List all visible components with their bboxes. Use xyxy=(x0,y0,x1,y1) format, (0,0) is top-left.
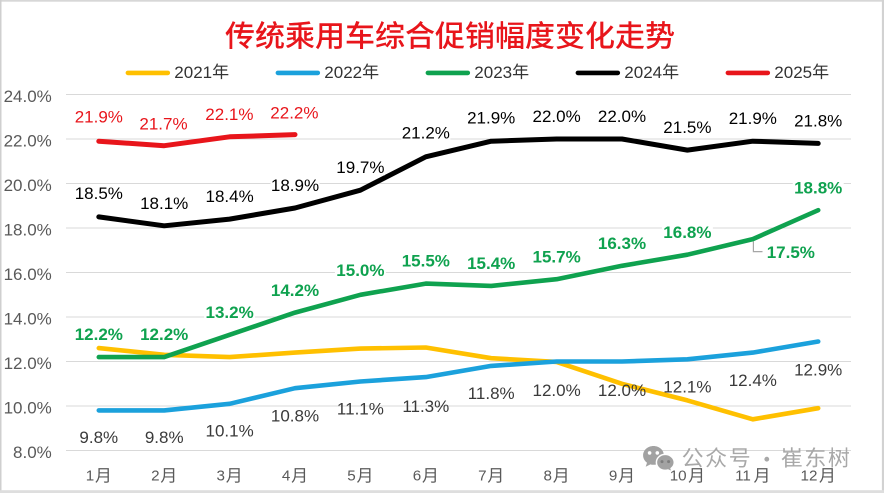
svg-text:22.1%: 22.1% xyxy=(205,105,253,124)
svg-text:14.2%: 14.2% xyxy=(271,281,319,300)
svg-text:22.0%: 22.0% xyxy=(598,107,646,126)
svg-text:12.9%: 12.9% xyxy=(794,361,842,380)
svg-text:11.8%: 11.8% xyxy=(468,384,515,403)
svg-text:15.7%: 15.7% xyxy=(532,247,580,266)
svg-text:2: 2 xyxy=(151,468,159,485)
svg-text:12.2%: 12.2% xyxy=(75,325,123,344)
svg-text:9: 9 xyxy=(609,468,617,485)
svg-text:10.8%: 10.8% xyxy=(271,407,319,426)
svg-text:16.0%: 16.0% xyxy=(4,265,52,284)
svg-text:8: 8 xyxy=(544,468,552,485)
svg-text:11.1%: 11.1% xyxy=(337,400,384,419)
svg-text:4: 4 xyxy=(282,468,290,485)
svg-text:14.0%: 14.0% xyxy=(4,309,52,328)
svg-text:2021: 2021 xyxy=(174,63,212,82)
svg-text:3: 3 xyxy=(217,468,225,485)
svg-text:21.7%: 21.7% xyxy=(139,115,187,134)
svg-text:10.1%: 10.1% xyxy=(205,422,253,441)
svg-text:7: 7 xyxy=(478,468,486,485)
svg-text:16.3%: 16.3% xyxy=(598,234,646,253)
svg-text:12.0%: 12.0% xyxy=(598,381,646,400)
svg-text:12.4%: 12.4% xyxy=(729,371,777,390)
svg-text:8.0%: 8.0% xyxy=(13,443,52,462)
svg-text:18.5%: 18.5% xyxy=(75,184,123,203)
svg-text:20.0%: 20.0% xyxy=(4,176,52,195)
svg-text:13.2%: 13.2% xyxy=(205,303,253,322)
svg-text:17.5%: 17.5% xyxy=(767,243,815,262)
svg-text:10: 10 xyxy=(670,468,687,485)
svg-text:18.1%: 18.1% xyxy=(140,194,188,213)
svg-text:15.4%: 15.4% xyxy=(467,254,515,273)
svg-text:21.9%: 21.9% xyxy=(467,109,515,128)
svg-text:11.3%: 11.3% xyxy=(402,397,449,416)
svg-text:21.2%: 21.2% xyxy=(402,124,450,143)
svg-text:12.2%: 12.2% xyxy=(140,325,188,344)
svg-text:2024: 2024 xyxy=(624,63,662,82)
svg-text:15.5%: 15.5% xyxy=(402,251,450,270)
svg-text:21.5%: 21.5% xyxy=(663,118,711,137)
svg-text:2022: 2022 xyxy=(324,63,362,82)
svg-text:16.8%: 16.8% xyxy=(663,223,711,242)
svg-text:22.0%: 22.0% xyxy=(4,131,52,150)
svg-text:11: 11 xyxy=(735,468,751,485)
svg-text:18.0%: 18.0% xyxy=(4,220,52,239)
svg-text:12: 12 xyxy=(801,468,818,485)
svg-text:1: 1 xyxy=(86,468,94,485)
svg-text:18.8%: 18.8% xyxy=(794,178,842,197)
svg-text:2023: 2023 xyxy=(474,63,512,82)
svg-text:19.7%: 19.7% xyxy=(336,158,384,177)
svg-text:22.2%: 22.2% xyxy=(270,104,318,123)
svg-text:5: 5 xyxy=(347,468,355,485)
svg-text:15.0%: 15.0% xyxy=(336,261,384,280)
svg-text:22.0%: 22.0% xyxy=(532,107,580,126)
svg-text:2025: 2025 xyxy=(774,63,812,82)
svg-text:12.0%: 12.0% xyxy=(4,354,52,373)
svg-text:21.8%: 21.8% xyxy=(794,111,842,130)
svg-text:21.9%: 21.9% xyxy=(75,107,123,126)
svg-text:9.8%: 9.8% xyxy=(79,428,118,447)
svg-text:18.9%: 18.9% xyxy=(271,176,319,195)
svg-text:12.0%: 12.0% xyxy=(532,381,580,400)
svg-text:24.0%: 24.0% xyxy=(4,87,52,106)
svg-text:12.1%: 12.1% xyxy=(663,378,711,397)
svg-text:21.9%: 21.9% xyxy=(729,109,777,128)
svg-text:10.0%: 10.0% xyxy=(4,398,52,417)
svg-text:9.8%: 9.8% xyxy=(145,428,184,447)
svg-text:18.4%: 18.4% xyxy=(205,187,253,206)
svg-text:6: 6 xyxy=(413,468,421,485)
